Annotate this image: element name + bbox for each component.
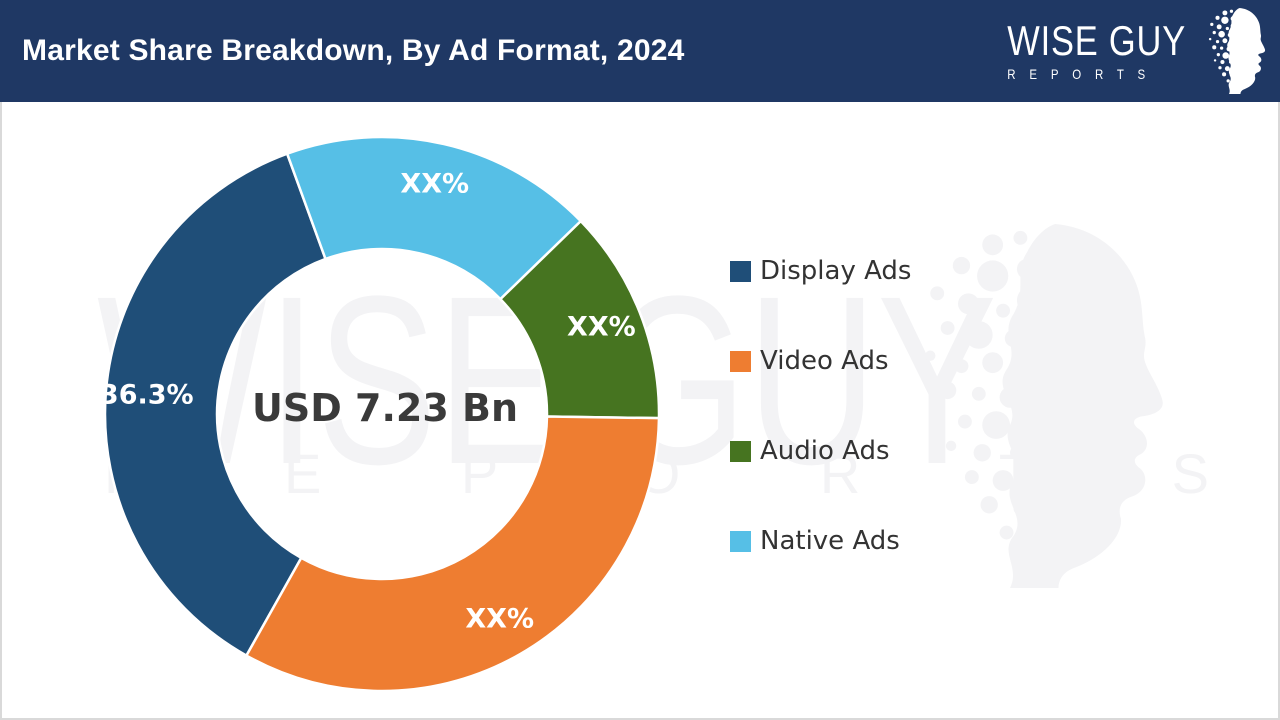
- donut-chart: [103, 135, 661, 693]
- header: Market Share Breakdown, By Ad Format, 20…: [0, 0, 1280, 102]
- legend-swatch-video-ads: [730, 350, 751, 372]
- slice-label-audio-ads: XX%: [567, 311, 636, 343]
- logo-line2: R E P O R T S: [1007, 66, 1151, 82]
- page-title: Market Share Breakdown, By Ad Format, 20…: [22, 34, 685, 67]
- legend-swatch-native-ads: [730, 530, 751, 552]
- legend-item-native-ads: Native Ads: [730, 526, 900, 556]
- legend-swatch-display-ads: [730, 260, 751, 282]
- legend-label-video-ads: Video Ads: [760, 346, 889, 376]
- slice-label-display-ads: 36.3%: [99, 379, 194, 411]
- legend-item-audio-ads: Audio Ads: [730, 436, 890, 466]
- chart-area: WISE GUY R E P O R T S 36.3% XX% XX% XX% US…: [0, 102, 1280, 720]
- legend-label-audio-ads: Audio Ads: [760, 436, 890, 466]
- donut-slice-display-ads: [103, 152, 328, 658]
- donut-center-value: USD 7.23 Bn: [252, 386, 518, 430]
- slice-label-video-ads: XX%: [465, 603, 535, 635]
- donut-slice-video-ads: [244, 415, 661, 693]
- legend-label-display-ads: Display Ads: [760, 256, 912, 286]
- logo-head-icon: [1192, 8, 1266, 94]
- legend-swatch-audio-ads: [730, 440, 751, 462]
- slice-label-native-ads: XX%: [400, 168, 470, 200]
- logo-line1: WISE GUY: [1007, 17, 1186, 64]
- brand-logo: WISE GUY R E P O R T S: [968, 8, 1266, 94]
- legend-item-display-ads: Display Ads: [730, 256, 911, 286]
- legend-label-native-ads: Native Ads: [760, 526, 900, 556]
- donut-slice-native-ads: [285, 135, 583, 301]
- logo-wordmark: WISE GUY R E P O R T S: [1007, 17, 1186, 83]
- legend-item-video-ads: Video Ads: [730, 346, 889, 376]
